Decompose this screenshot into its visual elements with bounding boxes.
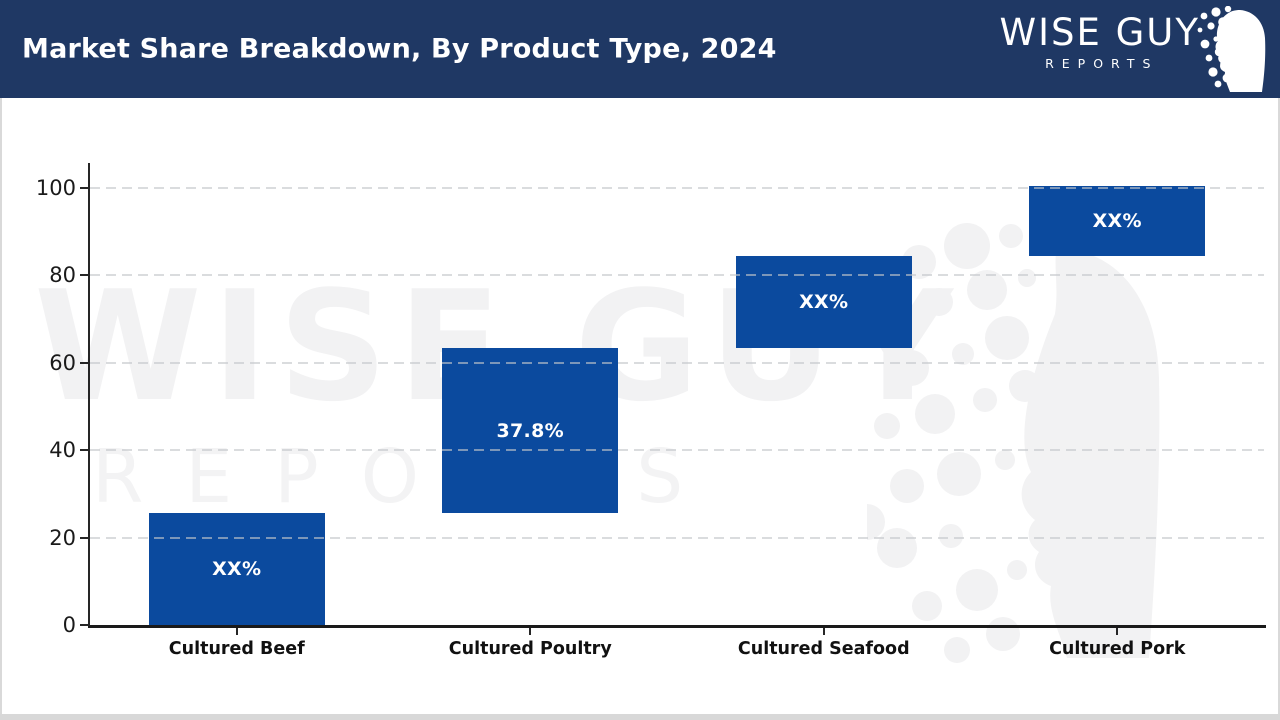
bar-cultured-poultry: 37.8% — [442, 347, 619, 514]
gridline-100 — [90, 186, 1264, 189]
y-tick-100 — [80, 186, 90, 189]
x-tick-label: Cultured Poultry — [448, 639, 612, 659]
gridline-40 — [90, 449, 1264, 452]
gridline-60 — [90, 361, 1264, 364]
x-tick — [529, 626, 532, 635]
gridline-80 — [90, 274, 1264, 277]
y-tick-label: 40 — [49, 438, 76, 463]
bar-value-label: 37.8% — [496, 419, 564, 442]
bar-cultured-beef: XX% — [148, 513, 325, 625]
y-tick-0 — [80, 624, 90, 626]
y-tick-label: 20 — [49, 525, 76, 550]
chart-area: WISE GUY REPORTS — [0, 98, 1280, 720]
y-tick-label: 80 — [49, 263, 76, 288]
bottom-strip — [0, 714, 1280, 720]
logo-subtitle: REPORTS — [1045, 55, 1159, 71]
x-tick — [235, 626, 238, 635]
y-tick-40 — [80, 449, 90, 452]
y-axis-line — [88, 163, 90, 627]
logo-text: WISE GUY REPORTS — [999, 11, 1200, 71]
y-tick-label: 0 — [62, 613, 76, 637]
bar-cultured-seafood: XX% — [735, 255, 912, 348]
x-tick-label: Cultured Seafood — [737, 639, 910, 659]
y-tick-20 — [80, 536, 90, 539]
bar-value-label: XX% — [212, 558, 262, 581]
bar-value-label: XX% — [799, 290, 849, 313]
bar-value-label: XX% — [1092, 209, 1142, 232]
y-tick-60 — [80, 361, 90, 364]
plot-area: 0 20 40 60 80 100 XX% Cultured Beef 37.8% Culture… — [36, 163, 1266, 659]
wiseguy-logo: WISE GUY REPORTS — [1000, 4, 1266, 94]
x-tick — [822, 626, 825, 635]
y-tick-label: 60 — [49, 350, 76, 375]
y-tick-80 — [80, 274, 90, 277]
x-tick-label: Cultured Pork — [1049, 639, 1186, 659]
gridline-20 — [90, 536, 1264, 539]
logo-wordmark: WISE GUY — [999, 11, 1200, 54]
header: Market Share Breakdown, By Product Type,… — [0, 0, 1280, 98]
page-title: Market Share Breakdown, By Product Type,… — [22, 33, 777, 65]
wiseguy-face-icon — [1197, 6, 1266, 92]
x-axis-line — [88, 625, 1266, 628]
y-tick-label: 100 — [35, 175, 76, 200]
x-tick-label: Cultured Beef — [168, 639, 305, 659]
bar-cultured-pork: XX% — [1029, 185, 1206, 256]
